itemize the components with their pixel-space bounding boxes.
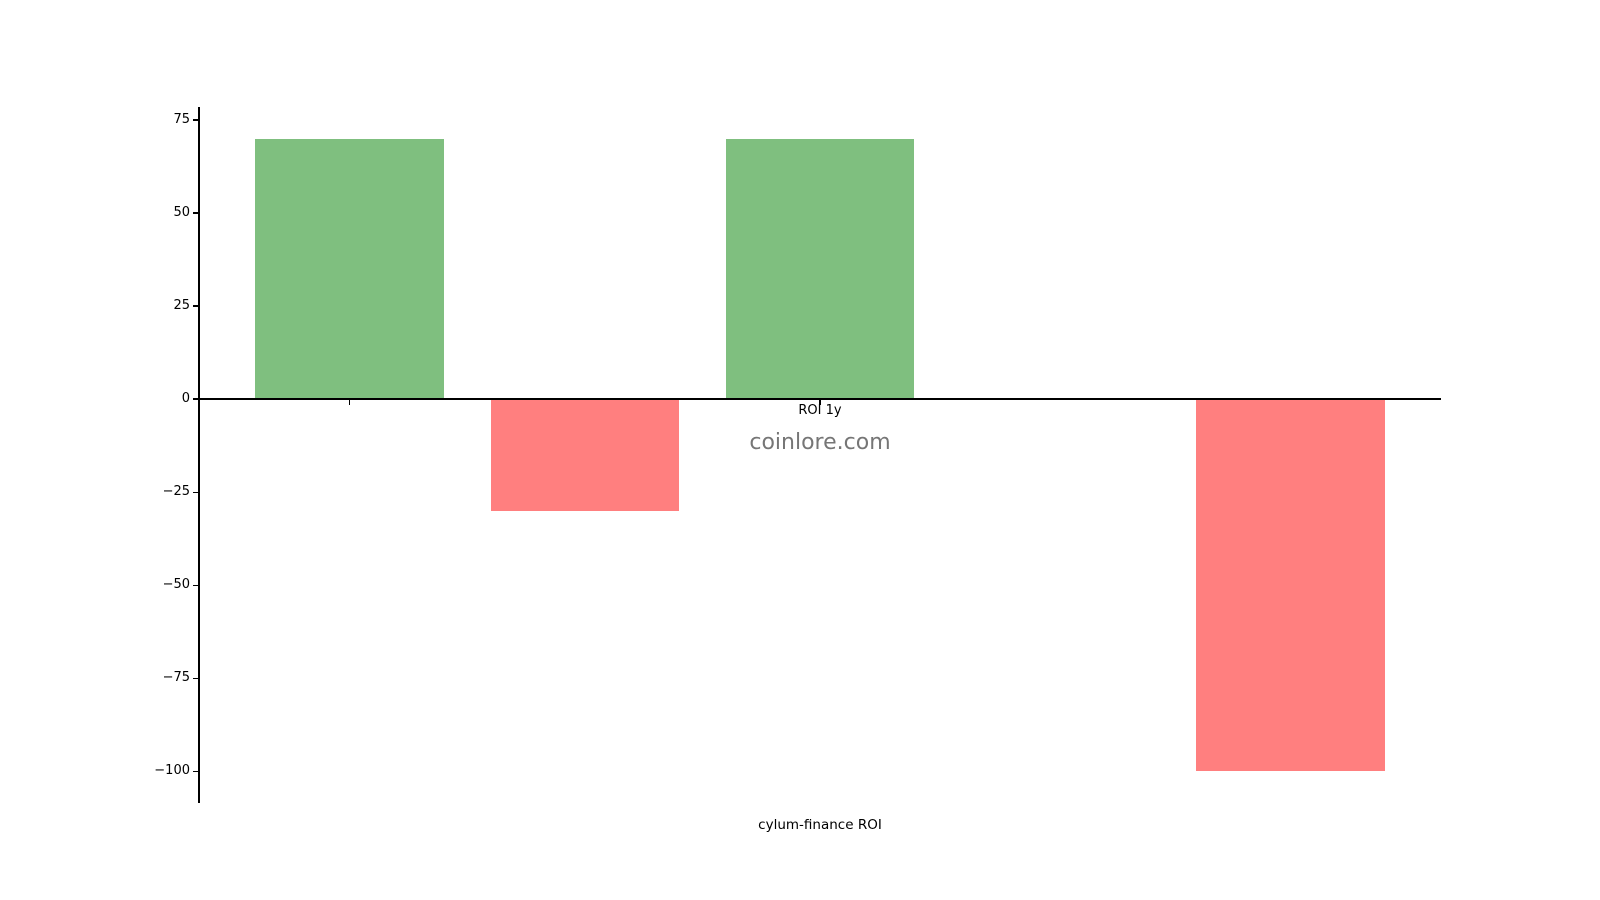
watermark: coinlore.com xyxy=(749,430,891,455)
y-tick-label: 25 xyxy=(173,298,190,314)
y-tick-label: −25 xyxy=(162,484,190,500)
y-axis-line xyxy=(198,107,200,803)
positive-roi-bar xyxy=(725,138,915,400)
y-tick-mark xyxy=(193,491,199,493)
x-tick-label: ROI 1y xyxy=(798,402,842,418)
y-tick-mark xyxy=(193,398,199,400)
x-tick-mark xyxy=(819,399,821,405)
positive-roi-bar xyxy=(255,138,444,400)
negative-roi-bar xyxy=(490,399,679,511)
y-tick-label: 50 xyxy=(173,205,190,221)
y-tick-mark xyxy=(193,584,199,586)
y-tick-mark xyxy=(193,119,199,121)
y-tick-mark xyxy=(193,677,199,679)
x-axis-zero-line xyxy=(199,398,1441,400)
y-tick-label: −50 xyxy=(162,577,190,593)
y-tick-mark xyxy=(193,212,199,214)
y-tick-mark xyxy=(193,770,199,773)
x-tick-mark xyxy=(348,399,351,405)
y-tick-label: −100 xyxy=(154,763,190,779)
y-tick-label: −75 xyxy=(162,670,190,686)
y-tick-label: 0 xyxy=(181,391,190,407)
y-tick-mark xyxy=(193,305,199,307)
x-axis-title: cylum-finance ROI xyxy=(758,817,882,833)
negative-roi-bar xyxy=(1196,399,1385,772)
y-tick-label: 75 xyxy=(173,112,190,128)
